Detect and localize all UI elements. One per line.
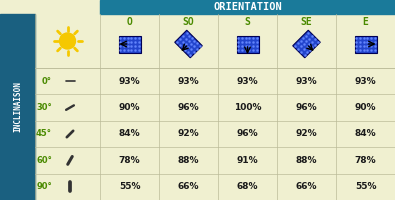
Circle shape xyxy=(60,33,75,49)
Text: 55%: 55% xyxy=(355,182,376,191)
Text: 96%: 96% xyxy=(178,103,199,112)
Text: 55%: 55% xyxy=(119,182,140,191)
Bar xyxy=(0,14,35,200)
Text: 84%: 84% xyxy=(355,130,376,138)
Text: 93%: 93% xyxy=(237,77,258,86)
Text: 92%: 92% xyxy=(296,130,317,138)
Text: ORIENTATION: ORIENTATION xyxy=(213,2,282,12)
Bar xyxy=(100,0,395,14)
Text: 96%: 96% xyxy=(296,103,317,112)
Text: 84%: 84% xyxy=(118,130,140,138)
Text: 68%: 68% xyxy=(237,182,258,191)
Polygon shape xyxy=(293,30,320,58)
Polygon shape xyxy=(118,36,141,52)
Text: 78%: 78% xyxy=(355,156,376,165)
Text: 93%: 93% xyxy=(118,77,140,86)
Text: 60°: 60° xyxy=(36,156,52,165)
Text: 90%: 90% xyxy=(119,103,140,112)
Text: 90°: 90° xyxy=(36,182,52,191)
Text: 93%: 93% xyxy=(178,77,199,86)
Text: 78%: 78% xyxy=(118,156,140,165)
Polygon shape xyxy=(237,36,258,52)
Text: 0°: 0° xyxy=(42,77,52,86)
Text: 30°: 30° xyxy=(36,103,52,112)
Text: 100%: 100% xyxy=(234,103,261,112)
Text: SO: SO xyxy=(182,17,194,27)
Text: 45°: 45° xyxy=(36,130,52,138)
Text: 91%: 91% xyxy=(237,156,258,165)
Text: E: E xyxy=(363,17,369,27)
Text: 66%: 66% xyxy=(178,182,199,191)
Text: 88%: 88% xyxy=(178,156,199,165)
Polygon shape xyxy=(354,36,376,52)
Text: 92%: 92% xyxy=(178,130,199,138)
Text: SE: SE xyxy=(301,17,312,27)
Text: S: S xyxy=(245,17,250,27)
Text: 88%: 88% xyxy=(296,156,317,165)
Text: 96%: 96% xyxy=(237,130,258,138)
Text: 93%: 93% xyxy=(296,77,317,86)
Text: O: O xyxy=(126,17,132,27)
Polygon shape xyxy=(175,30,202,58)
Text: 93%: 93% xyxy=(355,77,376,86)
Text: 90%: 90% xyxy=(355,103,376,112)
Text: INCLINAISON: INCLINAISON xyxy=(13,82,22,132)
Text: 66%: 66% xyxy=(296,182,317,191)
